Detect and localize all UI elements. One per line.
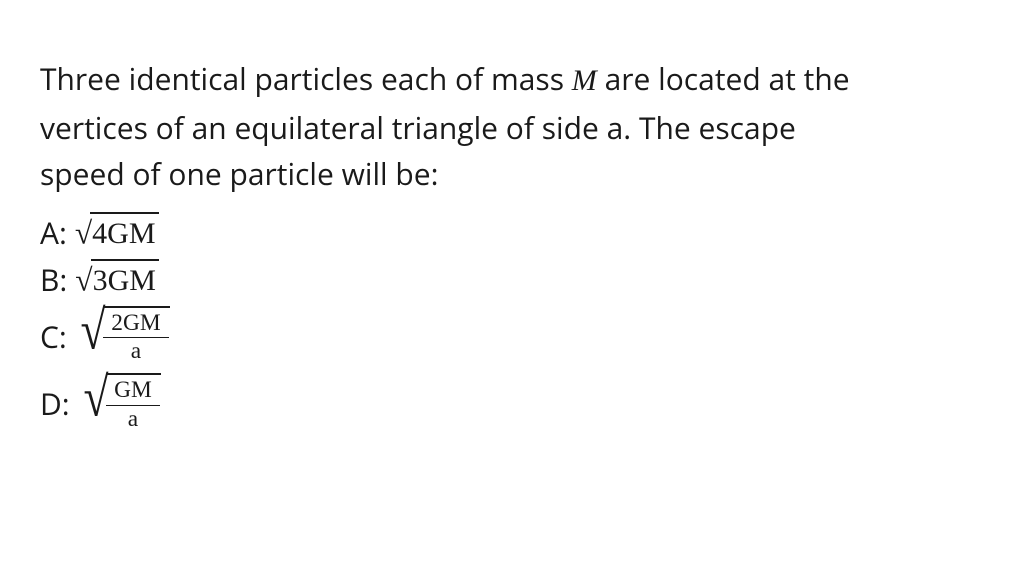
option-d-sqrt: √ GM a (78, 373, 161, 434)
option-b-radicand: 3GM (91, 259, 159, 300)
radical-sign: √ (83, 374, 108, 424)
option-c-denominator: a (103, 337, 168, 365)
option-d-fraction: GM a (108, 375, 158, 434)
option-c-sqrt: √ 2GM a (75, 306, 170, 367)
option-b-coef: 3 (93, 264, 108, 297)
option-a: A: √ 4GM (40, 212, 984, 253)
option-a-sqrt: √ 4GM (75, 212, 159, 253)
option-a-label: A: (40, 213, 67, 252)
radical-sign: √ (80, 306, 105, 356)
option-d-radicand: GM a (106, 373, 161, 434)
option-b-sym: GM (108, 264, 156, 297)
option-c: C: √ 2GM a (40, 306, 984, 367)
option-c-radicand: 2GM a (103, 306, 169, 367)
question-container: Three identical particles each of mass M… (0, 0, 1024, 474)
option-c-num-sym: GM (123, 310, 161, 336)
option-a-coef: 4 (92, 217, 107, 250)
option-d-denominator: a (106, 405, 160, 433)
option-c-fraction: 2GM a (105, 308, 166, 367)
question-text: Three identical particles each of mass M… (40, 56, 860, 198)
option-b: B: √ 3GM (40, 259, 984, 300)
mass-symbol: M (572, 64, 597, 97)
question-pre: Three identical particles each of mass (40, 58, 572, 99)
radical-sign: √ (75, 260, 92, 301)
option-a-radicand: 4GM (90, 212, 158, 253)
option-b-label: B: (40, 260, 67, 299)
option-c-numerator: 2GM (107, 311, 164, 338)
option-d: D: √ GM a (40, 373, 984, 434)
option-c-label: C: (40, 317, 67, 356)
option-d-numerator: GM (110, 378, 156, 405)
option-c-num-coef: 2 (111, 310, 123, 336)
option-a-sym: GM (107, 217, 155, 250)
option-d-label: D: (40, 384, 70, 423)
radical-sign: √ (75, 213, 92, 254)
option-b-sqrt: √ 3GM (75, 259, 159, 300)
options-list: A: √ 4GM B: √ 3GM C: √ (40, 212, 984, 435)
